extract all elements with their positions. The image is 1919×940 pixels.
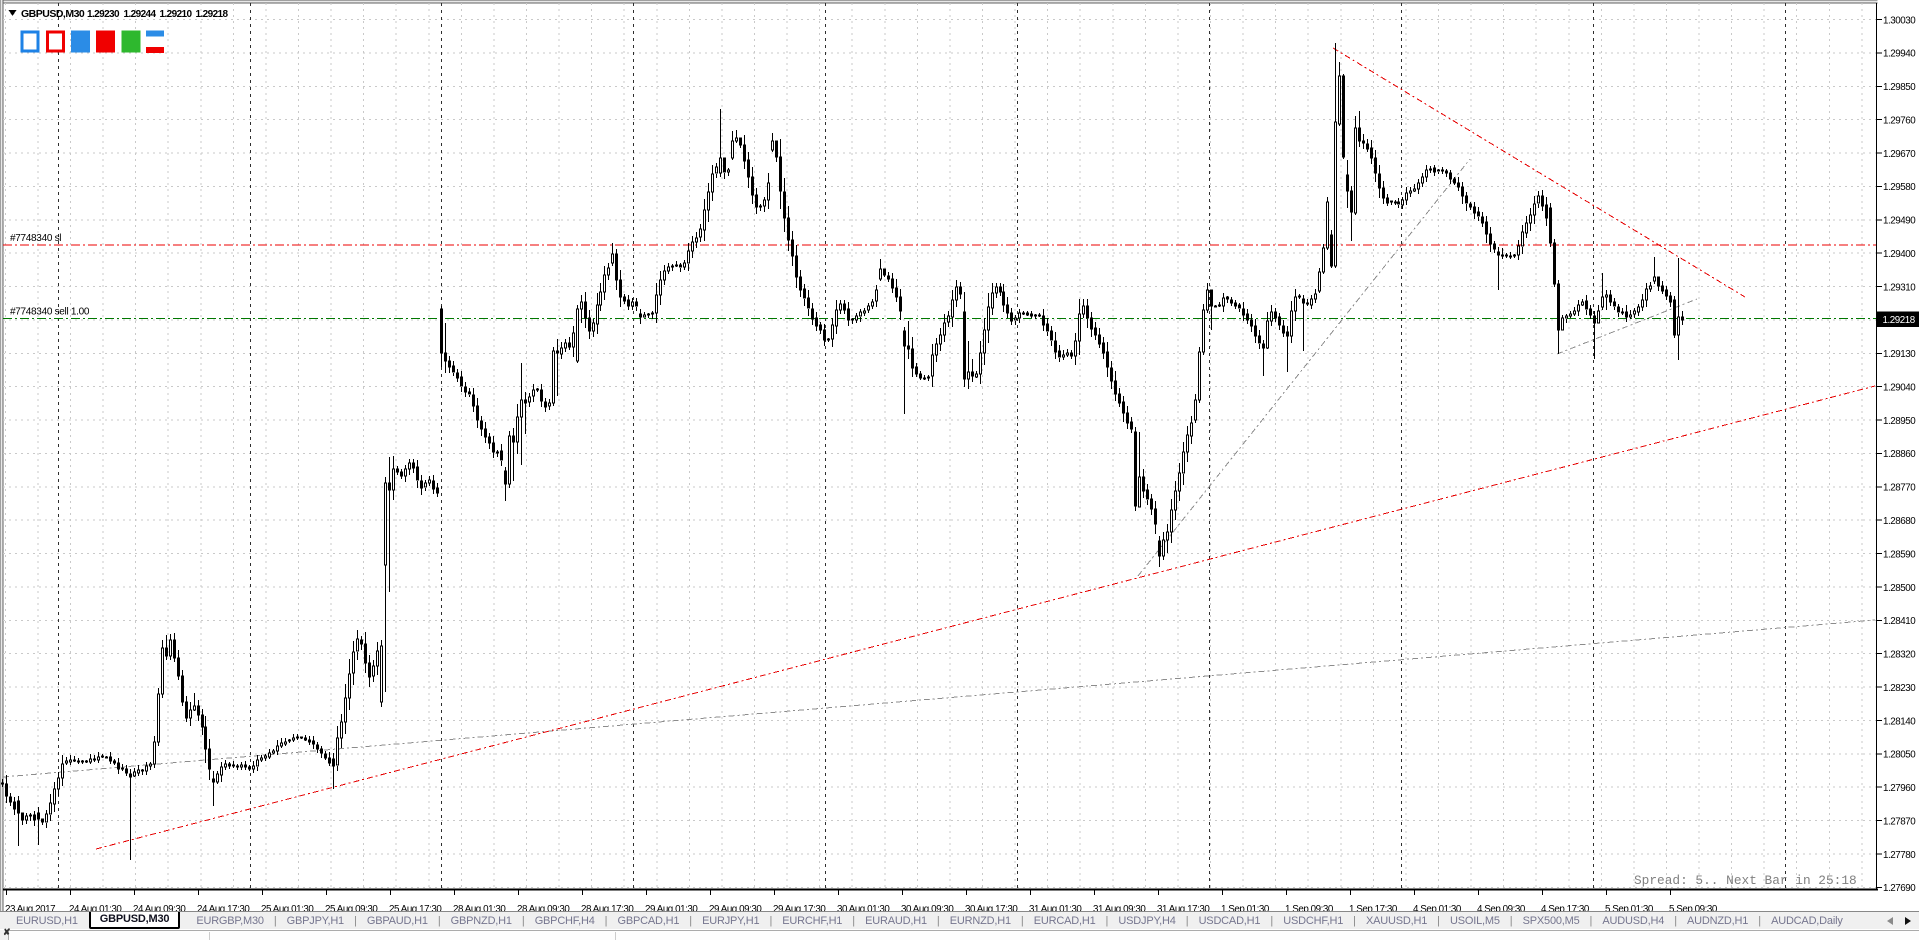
svg-text:1.29850: 1.29850 [1883, 82, 1916, 93]
svg-text:#7748340 sell 1.00: #7748340 sell 1.00 [10, 307, 90, 318]
svg-text:1.29218: 1.29218 [196, 9, 229, 20]
svg-text:1.28950: 1.28950 [1883, 416, 1916, 427]
svg-text:1 Sep 01:30: 1 Sep 01:30 [1221, 904, 1270, 911]
svg-text:1.28590: 1.28590 [1883, 549, 1916, 560]
svg-text:Spread: 5.. Next Bar in 25:18: Spread: 5.. Next Bar in 25:18 [1634, 873, 1857, 888]
svg-text:1.29244: 1.29244 [124, 9, 157, 20]
svg-text:1.27690: 1.27690 [1883, 883, 1916, 894]
svg-text:28 Aug 01:30: 28 Aug 01:30 [453, 904, 506, 911]
svg-text:1.28770: 1.28770 [1883, 483, 1916, 494]
svg-text:1 Sep 09:30: 1 Sep 09:30 [1285, 904, 1334, 911]
svg-text:24 Aug 09:30: 24 Aug 09:30 [133, 904, 186, 911]
svg-text:1.29210: 1.29210 [160, 9, 193, 20]
svg-text:24 Aug 17:30: 24 Aug 17:30 [197, 904, 250, 911]
svg-text:1.29230: 1.29230 [87, 9, 120, 20]
svg-text:28 Aug 09:30: 28 Aug 09:30 [517, 904, 570, 911]
svg-text:1.29490: 1.29490 [1883, 216, 1916, 227]
svg-text:1.29940: 1.29940 [1883, 49, 1916, 60]
svg-text:GBPUSD,M30: GBPUSD,M30 [21, 8, 85, 20]
svg-text:29 Aug 09:30: 29 Aug 09:30 [709, 904, 762, 911]
svg-text:1.29130: 1.29130 [1883, 349, 1916, 360]
svg-text:23 Aug 2017: 23 Aug 2017 [5, 904, 55, 911]
svg-text:31 Aug 17:30: 31 Aug 17:30 [1157, 904, 1210, 911]
svg-text:28 Aug 17:30: 28 Aug 17:30 [581, 904, 634, 911]
svg-text:25 Aug 17:30: 25 Aug 17:30 [389, 904, 442, 911]
svg-text:1.28500: 1.28500 [1883, 583, 1916, 594]
svg-text:30 Aug 17:30: 30 Aug 17:30 [965, 904, 1018, 911]
svg-text:1.28860: 1.28860 [1883, 449, 1916, 460]
svg-text:1.27780: 1.27780 [1883, 850, 1916, 861]
svg-text:1.30030: 1.30030 [1883, 15, 1916, 26]
svg-text:25 Aug 01:30: 25 Aug 01:30 [261, 904, 314, 911]
svg-text:30 Aug 01:30: 30 Aug 01:30 [837, 904, 890, 911]
svg-text:1.29310: 1.29310 [1883, 282, 1916, 293]
svg-text:31 Aug 09:30: 31 Aug 09:30 [1093, 904, 1146, 911]
svg-text:1.28050: 1.28050 [1883, 750, 1916, 761]
svg-text:1.29040: 1.29040 [1883, 383, 1916, 394]
svg-text:4 Sep 17:30: 4 Sep 17:30 [1541, 904, 1590, 911]
svg-text:25 Aug 09:30: 25 Aug 09:30 [325, 904, 378, 911]
svg-text:5 Sep 09:30: 5 Sep 09:30 [1669, 904, 1718, 911]
svg-text:1.29218: 1.29218 [1883, 315, 1916, 326]
svg-text:1.28140: 1.28140 [1883, 716, 1916, 727]
svg-text:29 Aug 01:30: 29 Aug 01:30 [645, 904, 698, 911]
svg-text:5 Sep 01:30: 5 Sep 01:30 [1605, 904, 1654, 911]
svg-text:4 Sep 09:30: 4 Sep 09:30 [1477, 904, 1526, 911]
svg-text:1.29580: 1.29580 [1883, 182, 1916, 193]
svg-text:1.27870: 1.27870 [1883, 816, 1916, 827]
svg-text:1.29760: 1.29760 [1883, 115, 1916, 126]
svg-text:1.28320: 1.28320 [1883, 650, 1916, 661]
svg-text:#7748340 sl: #7748340 sl [10, 233, 61, 244]
svg-text:1.29670: 1.29670 [1883, 149, 1916, 160]
svg-text:24 Aug 01:30: 24 Aug 01:30 [69, 904, 122, 911]
svg-text:1 Sep 17:30: 1 Sep 17:30 [1349, 904, 1398, 911]
svg-text:1.28230: 1.28230 [1883, 683, 1916, 694]
svg-text:1.28680: 1.28680 [1883, 516, 1916, 527]
svg-text:1.27960: 1.27960 [1883, 783, 1916, 794]
svg-text:30 Aug 09:30: 30 Aug 09:30 [901, 904, 954, 911]
svg-text:31 Aug 01:30: 31 Aug 01:30 [1029, 904, 1082, 911]
svg-text:29 Aug 17:30: 29 Aug 17:30 [773, 904, 826, 911]
svg-text:1.29400: 1.29400 [1883, 249, 1916, 260]
svg-text:1.28410: 1.28410 [1883, 616, 1916, 627]
svg-text:4 Sep 01:30: 4 Sep 01:30 [1413, 904, 1462, 911]
